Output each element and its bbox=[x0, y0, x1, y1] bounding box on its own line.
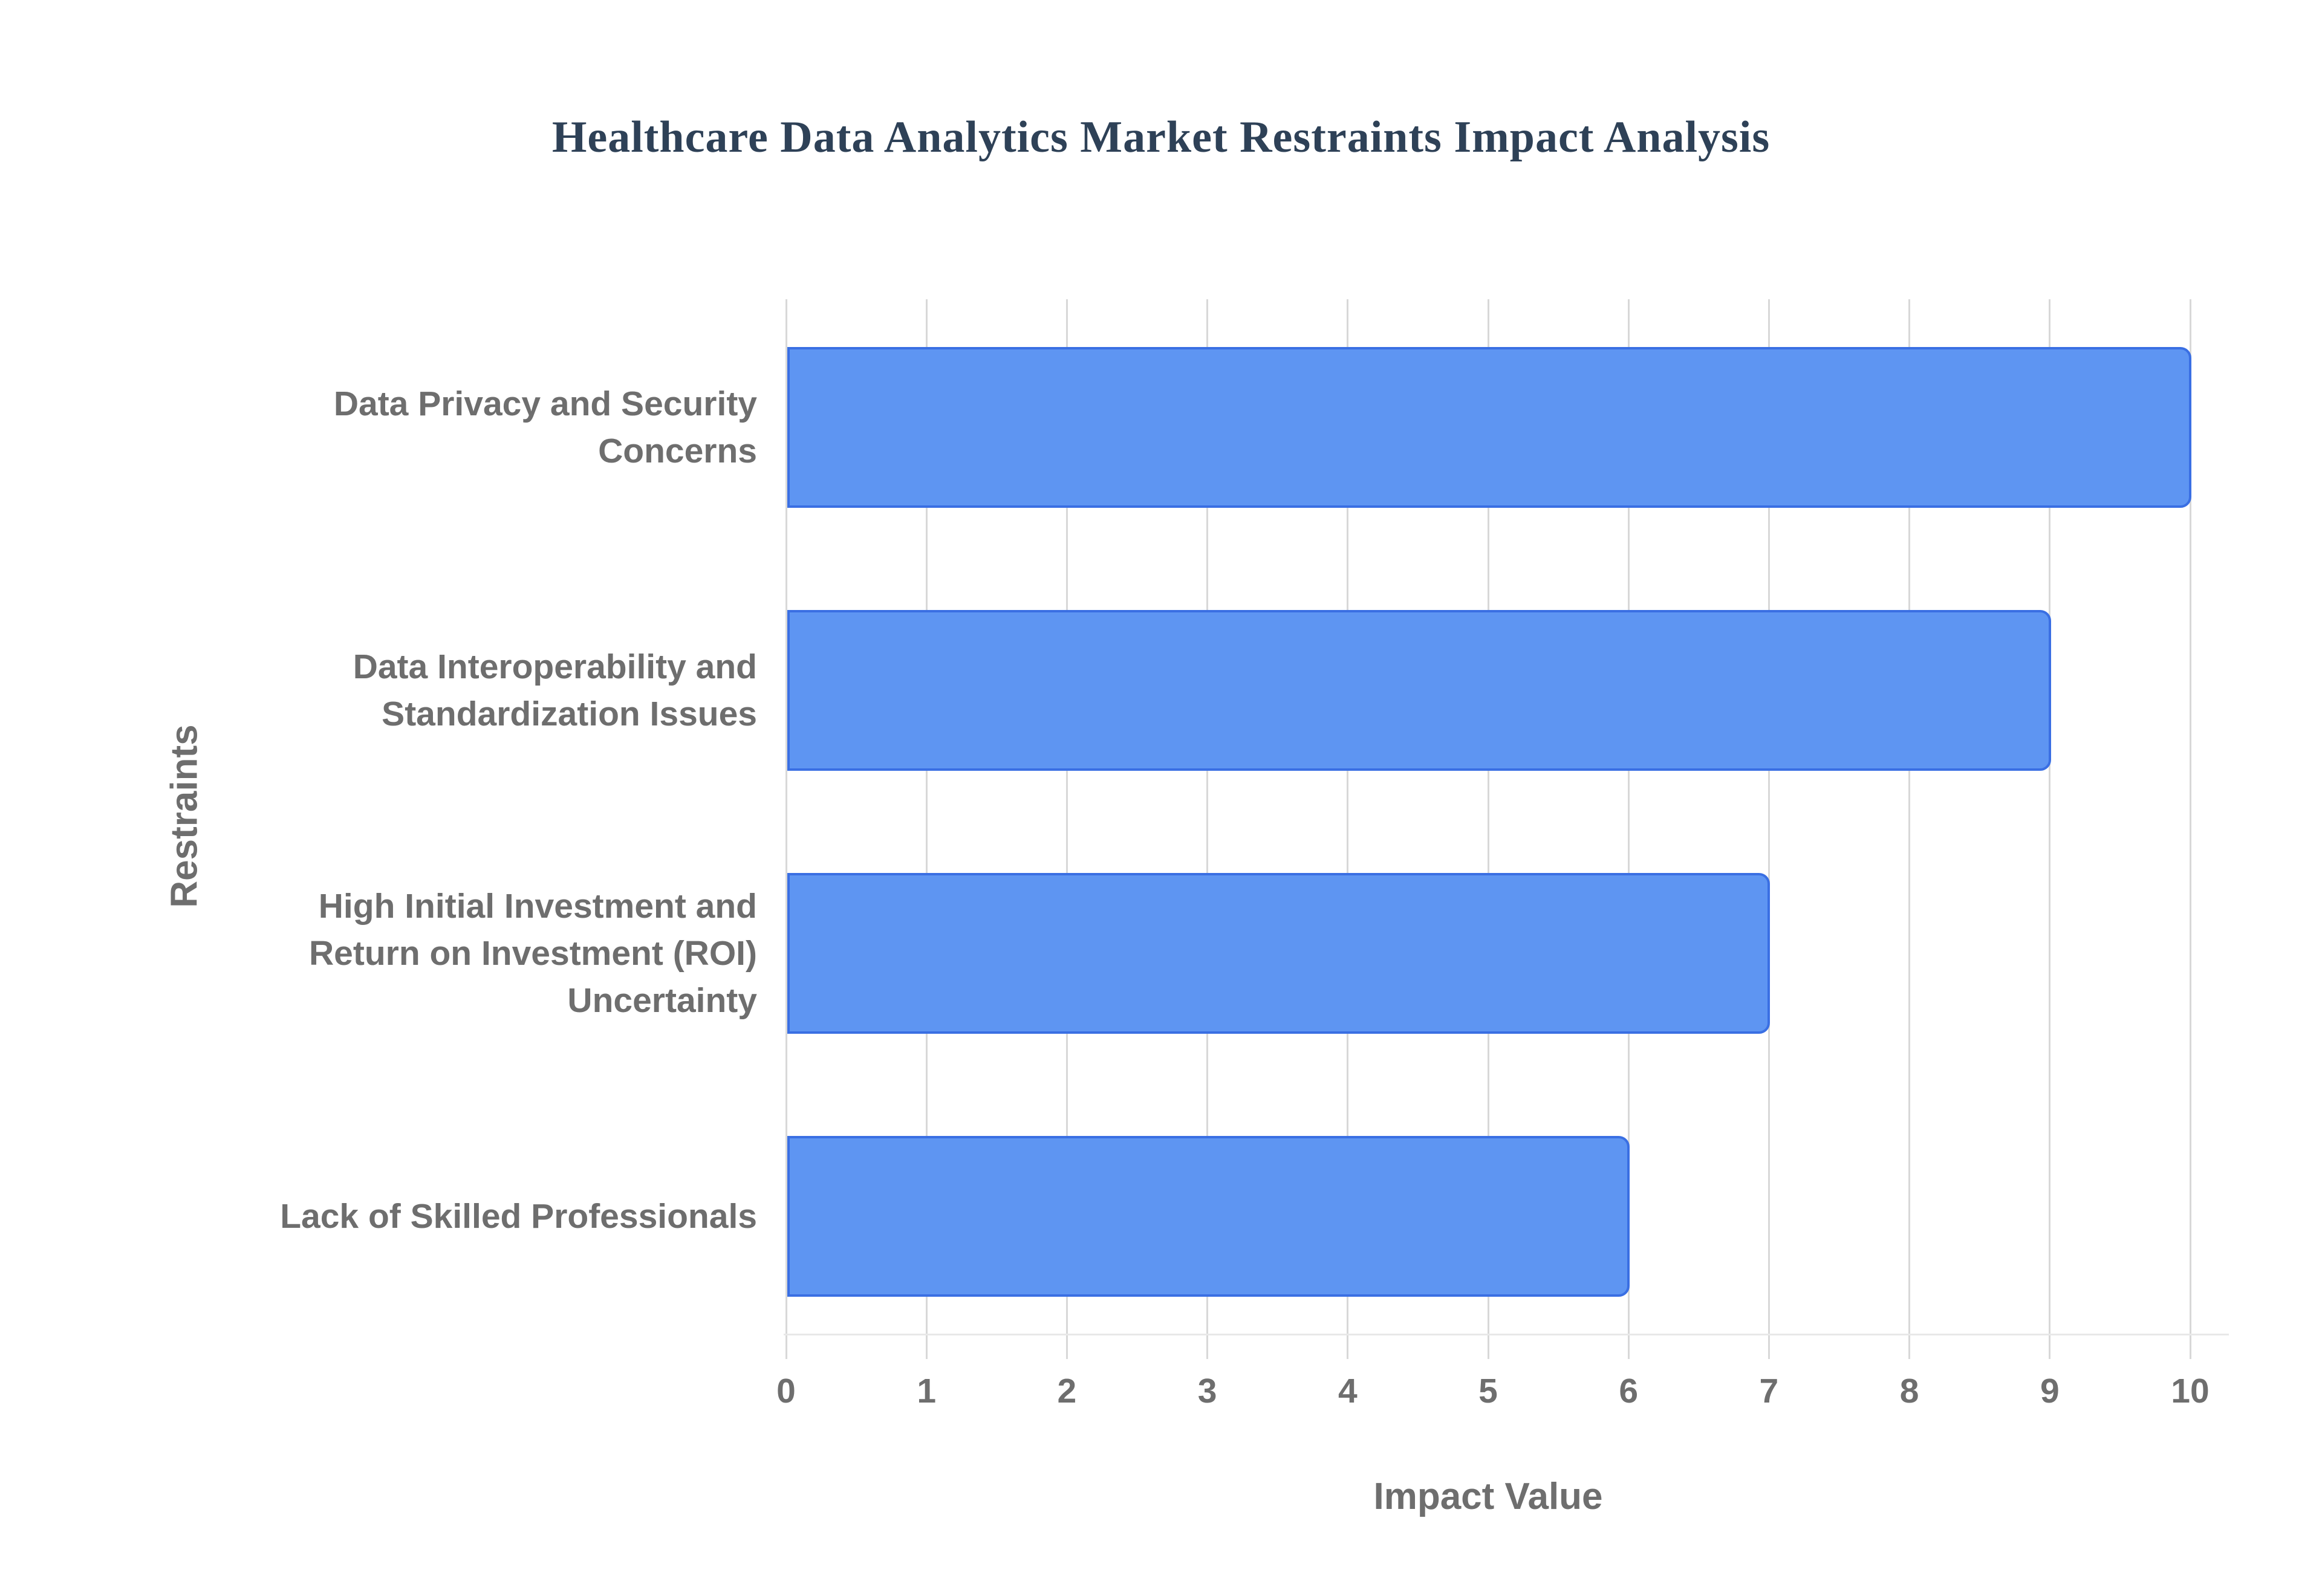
category-label: High Initial Investment and Return on Inv… bbox=[218, 883, 757, 1024]
category-label-line: Lack of Skilled Professionals bbox=[280, 1197, 757, 1236]
x-tick-label: 1 bbox=[917, 1372, 937, 1410]
x-gridline bbox=[1206, 299, 1209, 1359]
x-gridline bbox=[1065, 299, 1068, 1359]
x-gridline bbox=[2189, 299, 2191, 1359]
x-gridline bbox=[785, 299, 787, 1359]
x-gridline bbox=[1768, 299, 1770, 1359]
x-tick-label: 3 bbox=[1197, 1372, 1217, 1410]
category-label-line: Concerns bbox=[598, 432, 757, 470]
x-tick-label: 8 bbox=[1899, 1372, 1919, 1410]
category-label: Data Interoperability and Standardization… bbox=[218, 643, 757, 738]
x-tick-label: 5 bbox=[1478, 1372, 1498, 1410]
x-tick-label: 10 bbox=[2171, 1372, 2210, 1410]
x-tick-label: 7 bbox=[1759, 1372, 1779, 1410]
bar-0 bbox=[787, 347, 2191, 508]
x-tick-label: 6 bbox=[1619, 1372, 1639, 1410]
x-gridline bbox=[2049, 299, 2051, 1359]
x-gridline bbox=[1908, 299, 1911, 1359]
x-tick-label: 9 bbox=[2040, 1372, 2060, 1410]
x-tick-label: 2 bbox=[1057, 1372, 1077, 1410]
bar-3 bbox=[787, 1136, 1630, 1297]
bar-1 bbox=[787, 610, 2051, 771]
x-tick-label: 4 bbox=[1338, 1372, 1358, 1410]
category-label-line: Uncertainty bbox=[567, 981, 757, 1020]
x-axis-title: Impact Value bbox=[1373, 1476, 1603, 1517]
category-label: Data Privacy and Security Concerns bbox=[218, 380, 757, 475]
x-gridline bbox=[1347, 299, 1349, 1359]
category-label-line: Data Privacy and Security bbox=[333, 384, 757, 423]
y-axis-title: Restraints bbox=[163, 724, 206, 908]
x-gridline bbox=[925, 299, 928, 1359]
chart-title: Healthcare Data Analytics Market Restrai… bbox=[551, 112, 1771, 162]
x-gridline bbox=[1627, 299, 1630, 1359]
bar-2 bbox=[787, 873, 1771, 1034]
x-axis-line bbox=[784, 1334, 2229, 1335]
category-label-line: Return on Investment (ROI) bbox=[308, 934, 757, 973]
category-label-line: Standardization Issues bbox=[382, 695, 757, 733]
category-label: Lack of Skilled Professionals bbox=[218, 1193, 757, 1240]
x-tick-label: 0 bbox=[776, 1372, 796, 1410]
x-gridline bbox=[1487, 299, 1489, 1359]
category-label-line: Data Interoperability and bbox=[353, 647, 757, 686]
category-label-line: High Initial Investment and bbox=[318, 887, 757, 926]
